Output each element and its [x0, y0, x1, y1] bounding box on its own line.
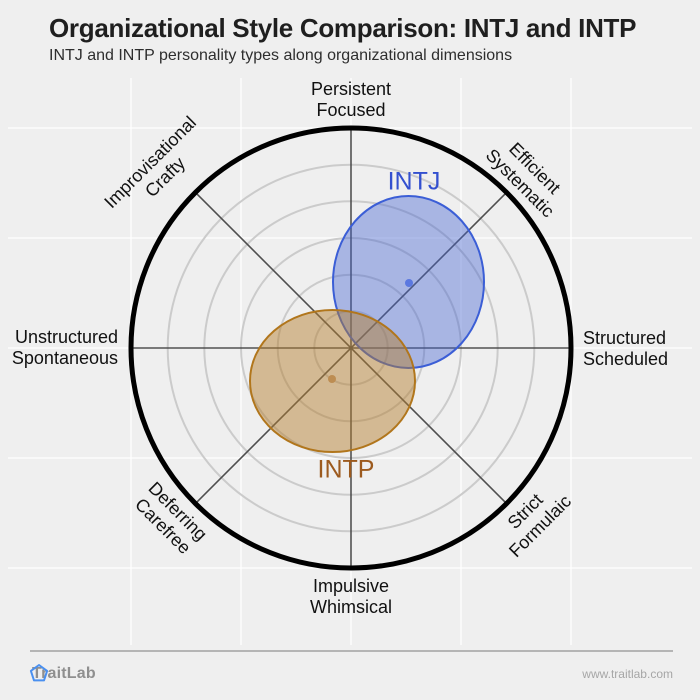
axis-label-persistent-focused: Persistent Focused [311, 79, 391, 121]
axis-label-line: Whimsical [309, 597, 393, 617]
page-subtitle: INTJ and INTP personality types along or… [49, 47, 513, 64]
axis-label-structured-scheduled: Structured Scheduled [583, 328, 668, 370]
axis-label-line: Structured [583, 328, 667, 348]
axis-label-line: Impulsive [312, 576, 390, 596]
intj-series-label: INTJ [387, 167, 441, 196]
axis-label-line: Unstructured [14, 327, 118, 347]
radar-outer-circle [128, 125, 574, 571]
page-title: Organizational Style Comparison: INTJ an… [49, 13, 637, 43]
footer-divider [30, 650, 673, 652]
axis-label-line: Scheduled [583, 349, 669, 369]
axis-label-unstructured-spontaneous: Unstructured Spontaneous [12, 327, 118, 369]
traitlab-pentagon-icon [29, 664, 49, 682]
axis-label-line: Focused [316, 100, 386, 120]
axis-label-line: Persistent [310, 79, 392, 99]
traitlab-brand: TraitLab [29, 663, 96, 684]
website-url: www.traitlab.com [582, 667, 673, 681]
intp-series-label: INTP [317, 455, 375, 484]
spoke-diagonal-nw-se [194, 191, 508, 505]
intp-center-dot [328, 375, 336, 383]
axis-label-line: Spontaneous [11, 348, 118, 368]
axis-label-impulsive-whimsical: Impulsive Whimsical [310, 576, 392, 618]
traitlab-brand-name: TraitLab [32, 664, 96, 682]
intj-center-dot [405, 279, 413, 287]
